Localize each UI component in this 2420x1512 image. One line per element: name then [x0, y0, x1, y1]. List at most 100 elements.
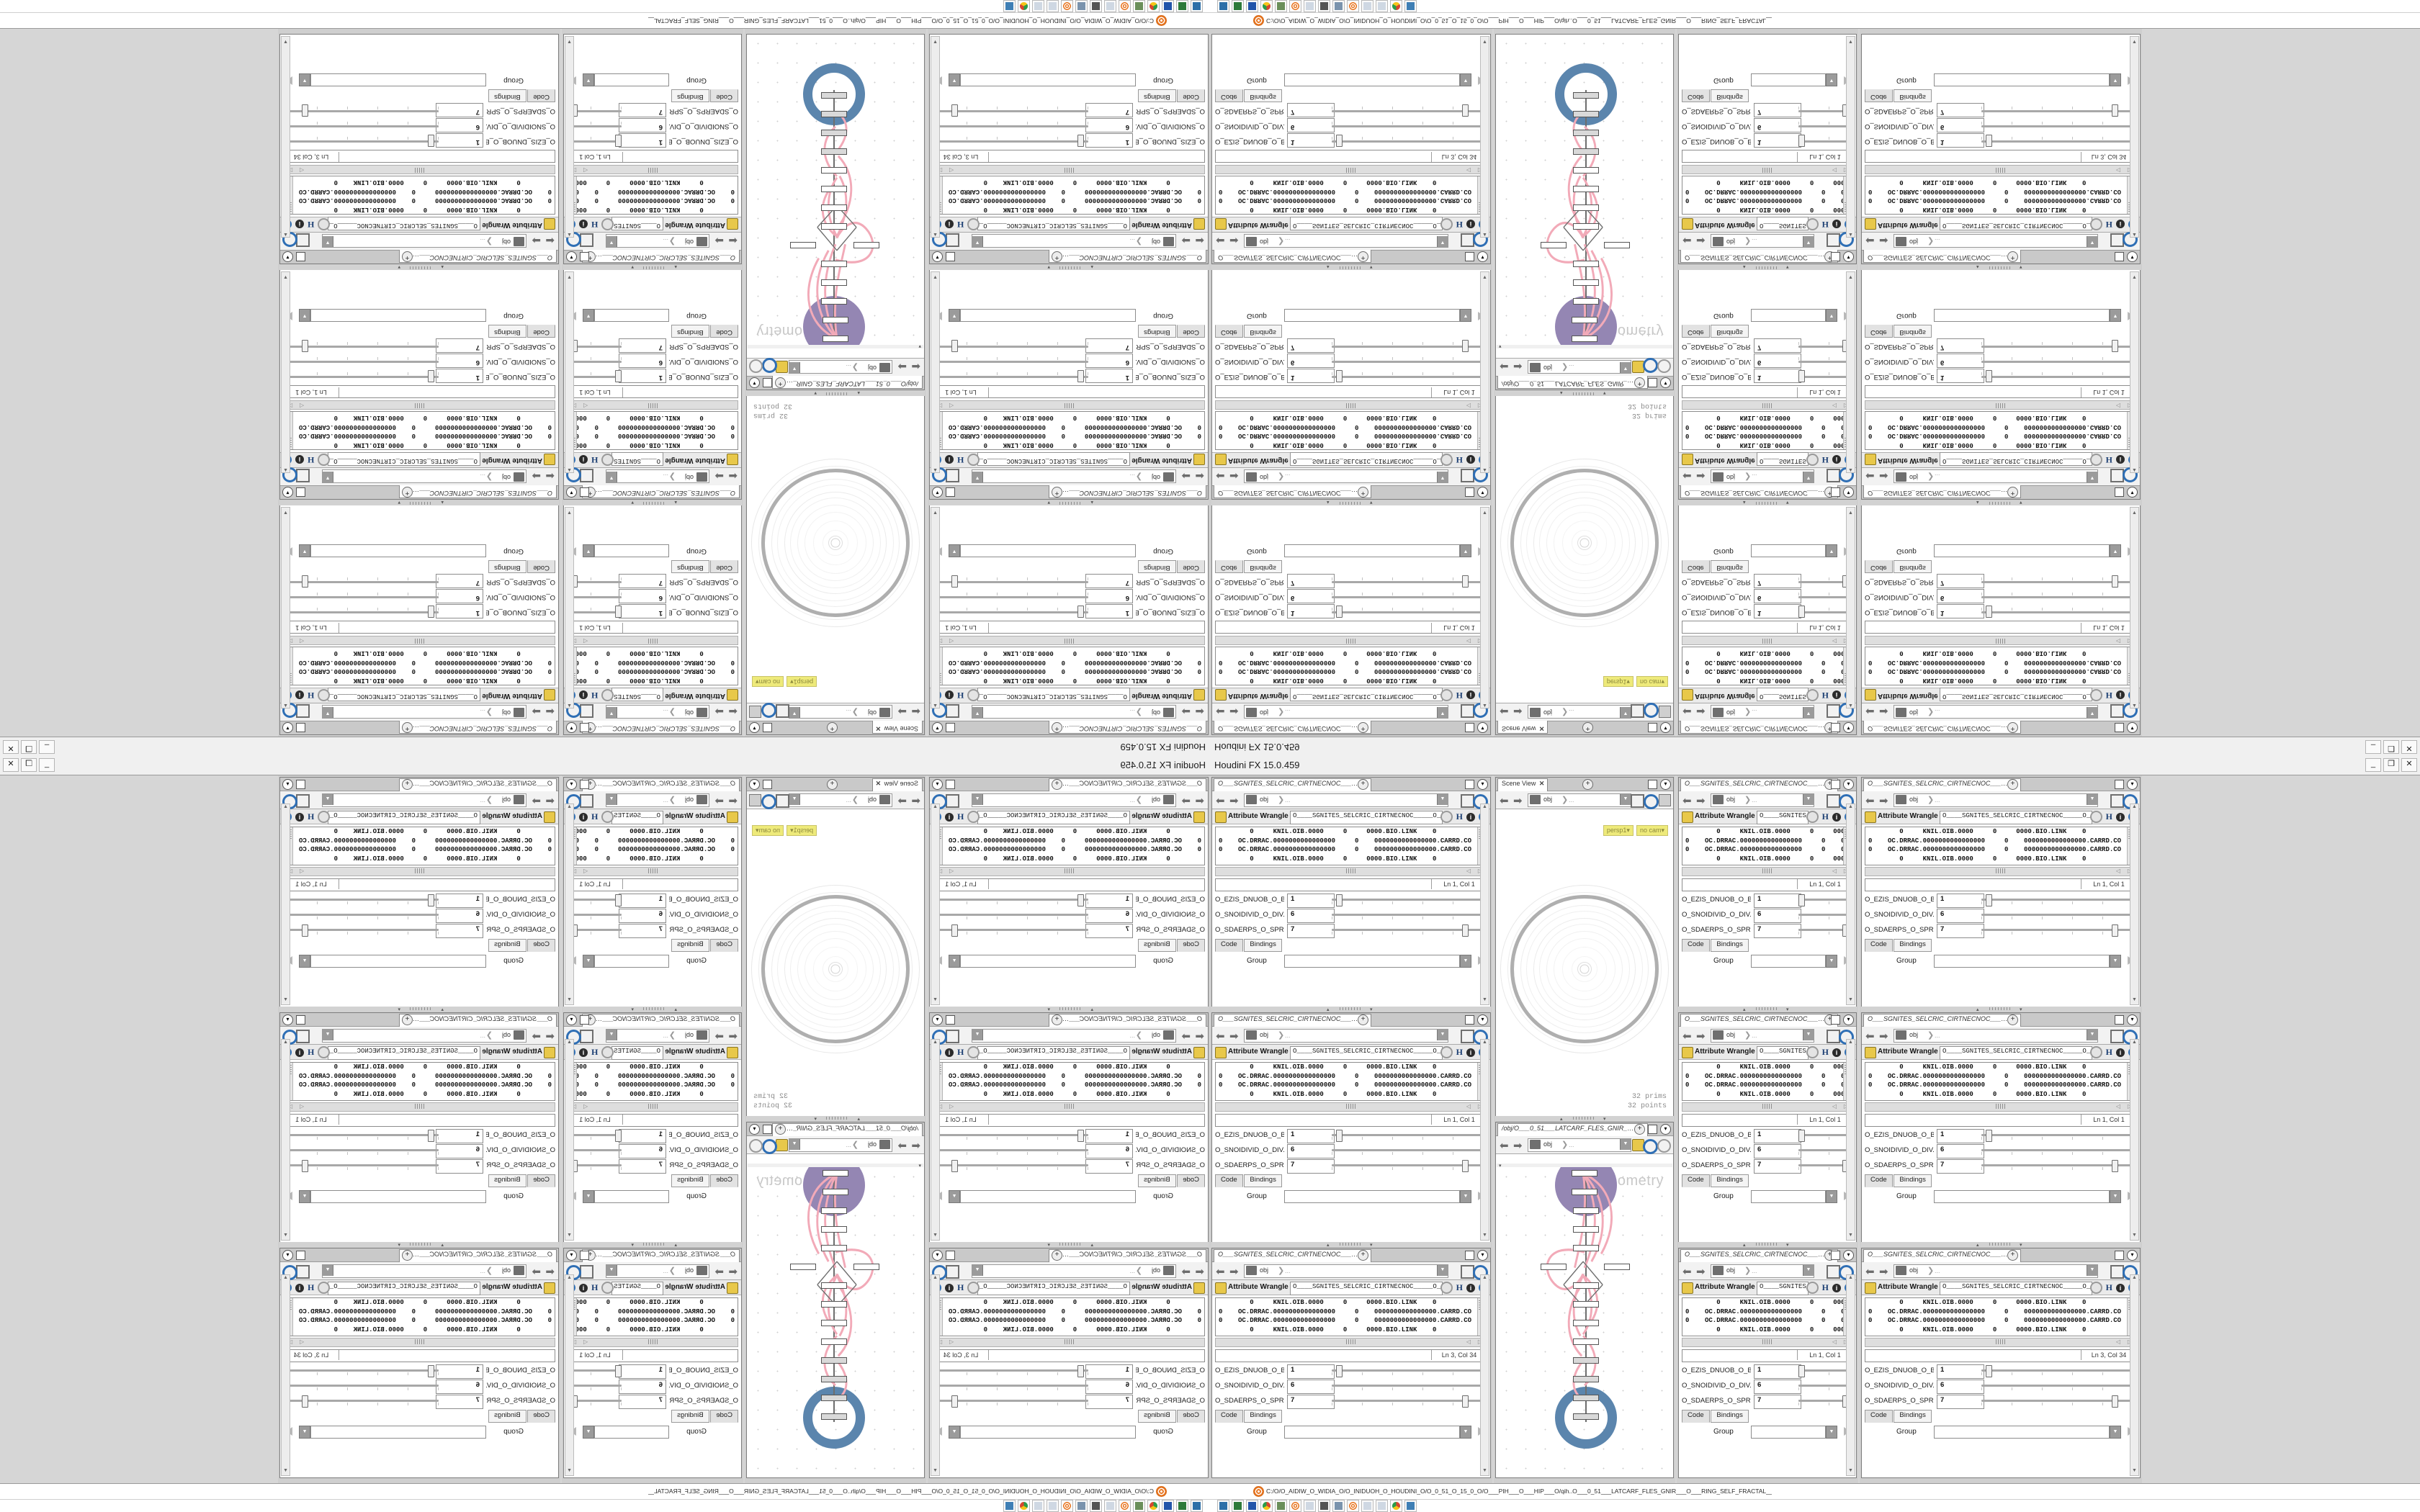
forward-arrow-icon[interactable]: ➡ [1229, 1030, 1239, 1043]
parameter-value-field[interactable]: 6 [1937, 1380, 1984, 1394]
folder-tab-code[interactable]: Code [527, 1410, 555, 1423]
scroll-grip[interactable] [414, 639, 424, 644]
scroll-up-icon[interactable]: ▲ [933, 703, 938, 708]
forward-arrow-icon[interactable]: ➡ [532, 705, 541, 717]
path-breadcrumb[interactable]: obj ❯... ▼ [322, 469, 526, 483]
forward-arrow-icon[interactable]: ➡ [1696, 469, 1706, 482]
parameter-value-field[interactable]: 1 [436, 604, 483, 618]
info-icon[interactable]: i [295, 1048, 304, 1057]
group-dropdown-icon[interactable]: ▼ [299, 1190, 310, 1203]
scroll-down-icon[interactable]: ▼ [567, 1233, 572, 1238]
houdini-help-icon[interactable]: H [1821, 1282, 1829, 1292]
code-horizontal-scrollbar[interactable]: ◁▷ [1215, 165, 1487, 174]
group-input[interactable] [310, 1426, 486, 1439]
notepad-icon[interactable] [1104, 0, 1116, 12]
gear-icon[interactable] [318, 689, 331, 701]
back-arrow-icon[interactable]: ⬅ [1682, 234, 1692, 246]
maximize-pane-icon[interactable] [2115, 723, 2124, 732]
node-path-input[interactable]: O____SGNITES_SELCRIC_CIRTNECNOC_____O___… [611, 452, 663, 466]
back-arrow-icon[interactable]: ⬅ [911, 1140, 920, 1152]
scroll-up-icon[interactable]: ▲ [283, 1275, 288, 1280]
parameter-value-field[interactable]: 6 [1287, 909, 1335, 923]
scroll-down-icon[interactable]: ▼ [283, 274, 288, 279]
parameter-value-field[interactable]: 7 [436, 103, 483, 117]
path-dropdown-icon[interactable]: ▼ [323, 1030, 333, 1040]
parameter-value-field[interactable]: 1 [1287, 1364, 1335, 1379]
code-horizontal-scrollbar[interactable]: ◁▷ [1865, 867, 2137, 876]
pane-splitter[interactable]: ▴ ▾ [929, 1007, 1209, 1012]
folder-tab-bindings[interactable]: Bindings [488, 560, 526, 573]
scroll-up-icon[interactable]: ▲ [567, 1275, 572, 1280]
info-icon[interactable]: i [1466, 690, 1475, 700]
chevron-down-icon[interactable]: ▾ [932, 722, 943, 733]
parameter-slider[interactable] [284, 924, 439, 937]
graph-node[interactable] [821, 1207, 847, 1214]
tab-parameters[interactable]: O___SGNITES_SELCRIC_CIRTNECNOC___O___CON… [1863, 1249, 2021, 1262]
parameter-value-field[interactable]: 1 [1754, 369, 1801, 383]
gear-icon[interactable] [2089, 1046, 2102, 1058]
network-canvas[interactable]: Geometry [748, 1167, 923, 1477]
folder-tab-code[interactable]: Code [1177, 1174, 1205, 1187]
info-icon[interactable]: i [2116, 455, 2125, 464]
group-input[interactable] [960, 1426, 1136, 1439]
parameter-value-field[interactable]: 6 [436, 118, 483, 132]
back-arrow-icon[interactable]: ⬅ [1500, 705, 1509, 717]
path-breadcrumb[interactable]: obj ❯ ... ▼ [789, 360, 892, 374]
forward-arrow-icon[interactable]: ➡ [532, 1030, 541, 1043]
path-dropdown-icon[interactable]: ▼ [1803, 1030, 1814, 1040]
parameter-value-field[interactable]: 7 [1937, 1159, 1984, 1174]
info-icon[interactable]: i [945, 1048, 954, 1057]
slider-handle[interactable] [428, 370, 435, 382]
scroll-up-icon[interactable]: ▲ [1848, 703, 1853, 708]
display-flag-icon[interactable] [761, 794, 776, 809]
path-dropdown-icon[interactable]: ▼ [1437, 707, 1448, 718]
parameter-slider[interactable] [1332, 575, 1486, 588]
info-icon[interactable]: i [2116, 220, 2125, 229]
chevron-down-icon[interactable]: ▾ [1660, 779, 1671, 790]
parameter-slider[interactable] [1332, 135, 1486, 147]
group-input[interactable] [1284, 73, 1460, 86]
scroll-grip[interactable] [414, 403, 424, 408]
back-arrow-icon[interactable]: ⬅ [1216, 795, 1225, 807]
parameter-value-field[interactable]: 7 [1085, 1395, 1133, 1409]
graph-node[interactable] [853, 242, 879, 248]
back-arrow-icon[interactable]: ⬅ [1865, 469, 1875, 482]
parameter-slider[interactable] [284, 1395, 439, 1408]
parameter-value-field[interactable]: 7 [1937, 103, 1984, 117]
back-arrow-icon[interactable]: ⬅ [911, 360, 920, 372]
parameter-slider[interactable] [934, 1130, 1088, 1142]
code-horizontal-scrollbar[interactable]: ◁▷ [283, 400, 555, 410]
scroll-grip[interactable] [1064, 868, 1074, 873]
path-breadcrumb[interactable]: obj ❯... ▼ [1894, 793, 2098, 807]
slider-handle[interactable] [2112, 1160, 2119, 1172]
folder-tab-bindings[interactable]: Bindings [671, 89, 709, 102]
houdini-icon[interactable] [1289, 1500, 1301, 1512]
vex-code-editor[interactable]: 0 KNIL.OIB.0000 0 0000.BIO.LINK 00 OC.DR… [567, 647, 738, 685]
parameter-slider[interactable] [934, 924, 1088, 937]
add-tab-button[interactable]: + [2007, 251, 2018, 262]
node-path-input[interactable]: O____SGNITES_SELCRIC_CIRTNECNOC_____O___… [328, 688, 480, 701]
folder-tab-bindings[interactable]: Bindings [1244, 1410, 1282, 1423]
slider-handle[interactable] [301, 340, 308, 352]
folder-tab-bindings[interactable]: Bindings [1894, 325, 1932, 338]
scroll-down-icon[interactable]: ▼ [1482, 510, 1487, 515]
path-breadcrumb[interactable]: obj ❯... ▼ [972, 705, 1176, 719]
parameter-value-field[interactable]: 1 [436, 1364, 483, 1379]
folder-tab-bindings[interactable]: Bindings [1244, 89, 1282, 102]
scroll-down-icon[interactable]: ▼ [2132, 39, 2137, 44]
graph-node[interactable] [1572, 336, 1597, 342]
scroll-down-icon[interactable]: ▼ [1848, 1468, 1853, 1473]
chrome-icon[interactable] [1018, 0, 1030, 12]
forward-arrow-icon[interactable]: ➡ [1181, 469, 1191, 482]
scroll-left-icon[interactable]: ◁ [1832, 167, 1837, 174]
slider-handle[interactable] [1985, 135, 1992, 147]
maximize-pane-icon[interactable] [2115, 780, 2124, 789]
parameter-value-field[interactable]: 7 [1937, 574, 1984, 588]
viewport-camera-selector[interactable]: persp1▾ [1603, 676, 1634, 687]
slider-handle[interactable] [1798, 1365, 1805, 1377]
display-flag-icon[interactable] [1643, 358, 1658, 373]
chrome-icon[interactable] [1260, 0, 1273, 12]
folder-tab-bindings[interactable]: Bindings [488, 939, 526, 952]
parameter-slider[interactable] [1981, 1145, 2137, 1157]
